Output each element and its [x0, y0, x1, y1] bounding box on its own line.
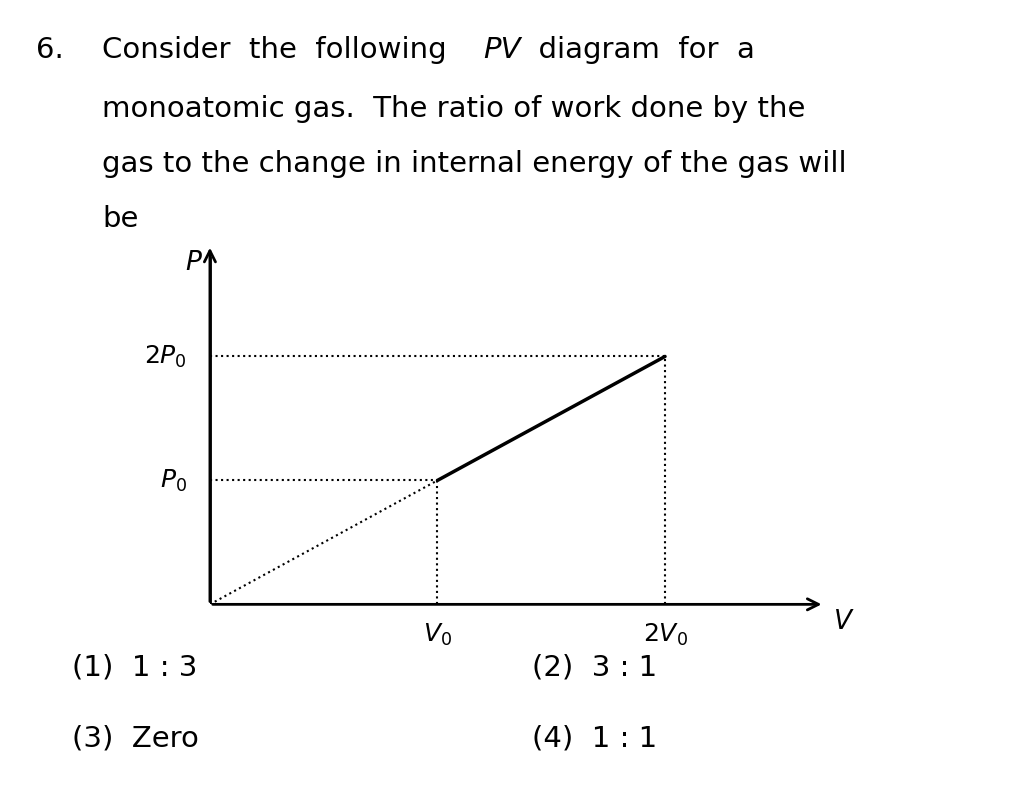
- Text: (3)  Zero: (3) Zero: [72, 724, 199, 753]
- Text: $P_0$: $P_0$: [160, 468, 187, 494]
- Text: be: be: [102, 205, 139, 233]
- Text: $P$: $P$: [185, 250, 203, 276]
- Text: 6.: 6.: [36, 36, 63, 63]
- Text: (4)  1 : 1: (4) 1 : 1: [532, 724, 657, 753]
- Text: (2)  3 : 1: (2) 3 : 1: [532, 653, 657, 682]
- Text: (1)  1 : 3: (1) 1 : 3: [72, 653, 197, 682]
- Text: PV: PV: [483, 36, 521, 63]
- Text: Consider  the  following: Consider the following: [102, 36, 466, 63]
- Text: diagram  for  a: diagram for a: [520, 36, 755, 63]
- Text: $2V_0$: $2V_0$: [643, 622, 687, 648]
- Text: gas to the change in internal energy of the gas will: gas to the change in internal energy of …: [102, 150, 847, 178]
- Text: $V$: $V$: [834, 609, 855, 635]
- Text: $2P_0$: $2P_0$: [144, 344, 187, 370]
- Text: monoatomic gas.  The ratio of work done by the: monoatomic gas. The ratio of work done b…: [102, 95, 806, 122]
- Text: $V_0$: $V_0$: [423, 622, 452, 648]
